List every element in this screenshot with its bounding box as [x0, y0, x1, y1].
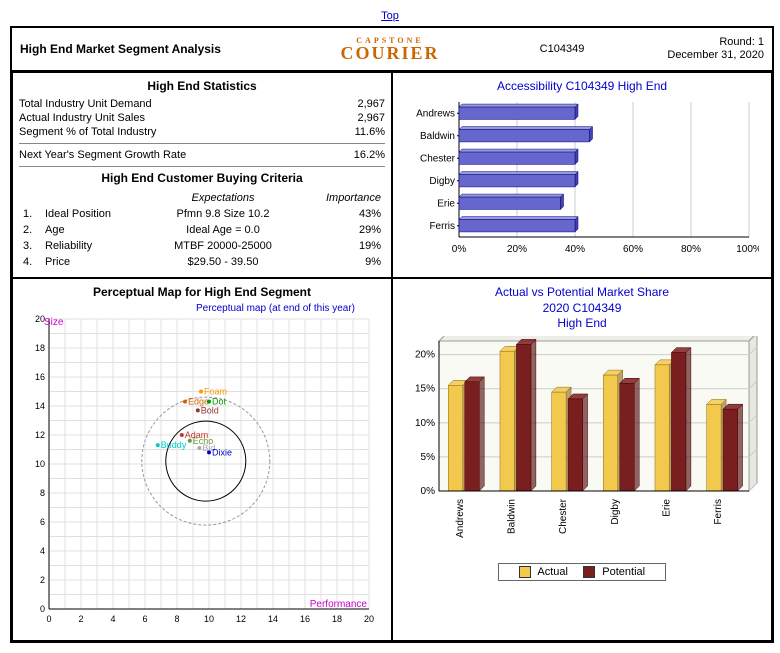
- svg-text:40%: 40%: [565, 244, 585, 255]
- svg-text:Andrews: Andrews: [455, 499, 466, 538]
- company-id: C104349: [480, 43, 644, 55]
- svg-text:100%: 100%: [736, 244, 759, 255]
- svg-text:6: 6: [40, 517, 45, 527]
- top-link[interactable]: Top: [381, 10, 399, 22]
- svg-text:14: 14: [35, 401, 45, 411]
- marketshare-title: Actual vs Potential Market Share 2020 C1…: [399, 285, 765, 332]
- ms-title2: 2020 C104349: [399, 301, 765, 317]
- svg-text:0: 0: [46, 614, 51, 624]
- svg-text:80%: 80%: [681, 244, 701, 255]
- svg-text:2: 2: [40, 575, 45, 585]
- statistics-panel: High End Statistics Total Industry Unit …: [12, 72, 392, 278]
- perceptual-chart: 0022446688101012121414161618182020FoamEd…: [19, 314, 379, 634]
- svg-text:Erie: Erie: [661, 498, 672, 516]
- report-frame: High End Market Segment Analysis CAPSTON…: [10, 26, 774, 643]
- legend-potential: Potential: [602, 566, 645, 578]
- accessibility-chart: 0% 20% 40% 60% 80% 100% Andrews Baldwin Chester D…: [399, 97, 759, 257]
- stats-row: Actual Industry Unit Sales2,967: [19, 111, 385, 125]
- growth-row: Next Year's Segment Growth Rate 16.2%: [19, 148, 385, 162]
- perceptual-subtitle: Perceptual map (at end of this year): [19, 303, 385, 314]
- criteria-row: 2.AgeIdeal Age = 0.029%: [21, 223, 383, 237]
- logo-main: COURIER: [340, 43, 439, 63]
- criteria-table: Expectations Importance 1.Ideal Position…: [19, 189, 385, 271]
- ms-title3: High End: [399, 316, 765, 332]
- criteria-row: 4.Price$29.50 - 39.509%: [21, 255, 383, 269]
- ms-legend: Actual Potential: [399, 561, 765, 581]
- svg-text:14: 14: [268, 614, 278, 624]
- svg-text:Chester: Chester: [420, 153, 456, 164]
- svg-text:0%: 0%: [452, 244, 467, 255]
- report-header: High End Market Segment Analysis CAPSTON…: [12, 28, 772, 72]
- svg-text:Buddy: Buddy: [161, 440, 187, 450]
- stats-row: Total Industry Unit Demand2,967: [19, 97, 385, 111]
- svg-text:8: 8: [174, 614, 179, 624]
- svg-text:8: 8: [40, 488, 45, 498]
- svg-text:Dixie: Dixie: [212, 447, 232, 457]
- svg-text:2: 2: [78, 614, 83, 624]
- svg-text:10: 10: [204, 614, 214, 624]
- page-title: High End Market Segment Analysis: [20, 42, 300, 56]
- svg-text:12: 12: [236, 614, 246, 624]
- svg-text:Performance: Performance: [310, 599, 368, 610]
- legend-actual: Actual: [537, 566, 568, 578]
- svg-text:Size: Size: [44, 317, 64, 328]
- svg-text:Baldwin: Baldwin: [506, 499, 517, 534]
- perceptual-panel: Perceptual Map for High End Segment Perc…: [12, 278, 392, 641]
- round-date: December 31, 2020: [644, 49, 764, 62]
- marketshare-chart: 0% 5% 10% 15% 20% Andrews Baldwin Chester Digby E…: [399, 336, 759, 561]
- svg-text:Digby: Digby: [429, 176, 455, 187]
- stats-row: Segment % of Total Industry11.6%: [19, 125, 385, 139]
- ms-title1: Actual vs Potential Market Share: [399, 285, 765, 301]
- svg-text:Ferris: Ferris: [429, 221, 455, 232]
- svg-text:60%: 60%: [623, 244, 643, 255]
- svg-text:Andrews: Andrews: [416, 108, 455, 119]
- exp-header: Expectations: [139, 191, 307, 205]
- perceptual-title: Perceptual Map for High End Segment: [19, 285, 385, 299]
- svg-text:18: 18: [35, 343, 45, 353]
- svg-text:Chester: Chester: [558, 498, 569, 534]
- stats-title: High End Statistics: [19, 79, 385, 93]
- marketshare-panel: Actual vs Potential Market Share 2020 C1…: [392, 278, 772, 641]
- legend-swatch-potential: [583, 566, 595, 578]
- svg-text:18: 18: [332, 614, 342, 624]
- criteria-row: 3.ReliabilityMTBF 20000-2500019%: [21, 239, 383, 253]
- svg-text:6: 6: [142, 614, 147, 624]
- accessibility-title: Accessibility C104349 High End: [399, 79, 765, 93]
- criteria-row: 1.Ideal PositionPfmn 9.8 Size 10.243%: [21, 207, 383, 221]
- svg-text:4: 4: [40, 546, 45, 556]
- imp-header: Importance: [309, 191, 383, 205]
- top-link-container: Top: [10, 10, 770, 22]
- accessibility-panel: Accessibility C104349 High End 0% 20% 40% 6…: [392, 72, 772, 278]
- svg-text:20: 20: [364, 614, 374, 624]
- svg-text:15%: 15%: [415, 384, 435, 395]
- svg-text:Baldwin: Baldwin: [420, 131, 455, 142]
- svg-text:Bold: Bold: [201, 405, 219, 415]
- svg-text:Erie: Erie: [437, 198, 455, 209]
- svg-text:Ferris: Ferris: [713, 499, 724, 525]
- svg-text:20%: 20%: [415, 349, 435, 360]
- svg-text:4: 4: [110, 614, 115, 624]
- courier-logo: CAPSTONE COURIER: [300, 37, 480, 60]
- svg-text:0%: 0%: [421, 486, 436, 497]
- svg-text:Digby: Digby: [610, 499, 621, 525]
- content-grid: High End Statistics Total Industry Unit …: [12, 72, 772, 641]
- round-label: Round: 1: [644, 36, 764, 49]
- svg-text:20%: 20%: [507, 244, 527, 255]
- svg-text:Foam: Foam: [204, 387, 227, 397]
- svg-text:16: 16: [300, 614, 310, 624]
- svg-text:16: 16: [35, 372, 45, 382]
- svg-text:0: 0: [40, 604, 45, 614]
- criteria-title: High End Customer Buying Criteria: [19, 171, 385, 185]
- growth-label: Next Year's Segment Growth Rate: [19, 149, 186, 161]
- svg-text:12: 12: [35, 430, 45, 440]
- svg-text:5%: 5%: [421, 452, 436, 463]
- svg-text:10%: 10%: [415, 418, 435, 429]
- legend-swatch-actual: [519, 566, 531, 578]
- svg-text:10: 10: [35, 459, 45, 469]
- round-info: Round: 1 December 31, 2020: [644, 36, 764, 62]
- growth-value: 16.2%: [354, 149, 385, 161]
